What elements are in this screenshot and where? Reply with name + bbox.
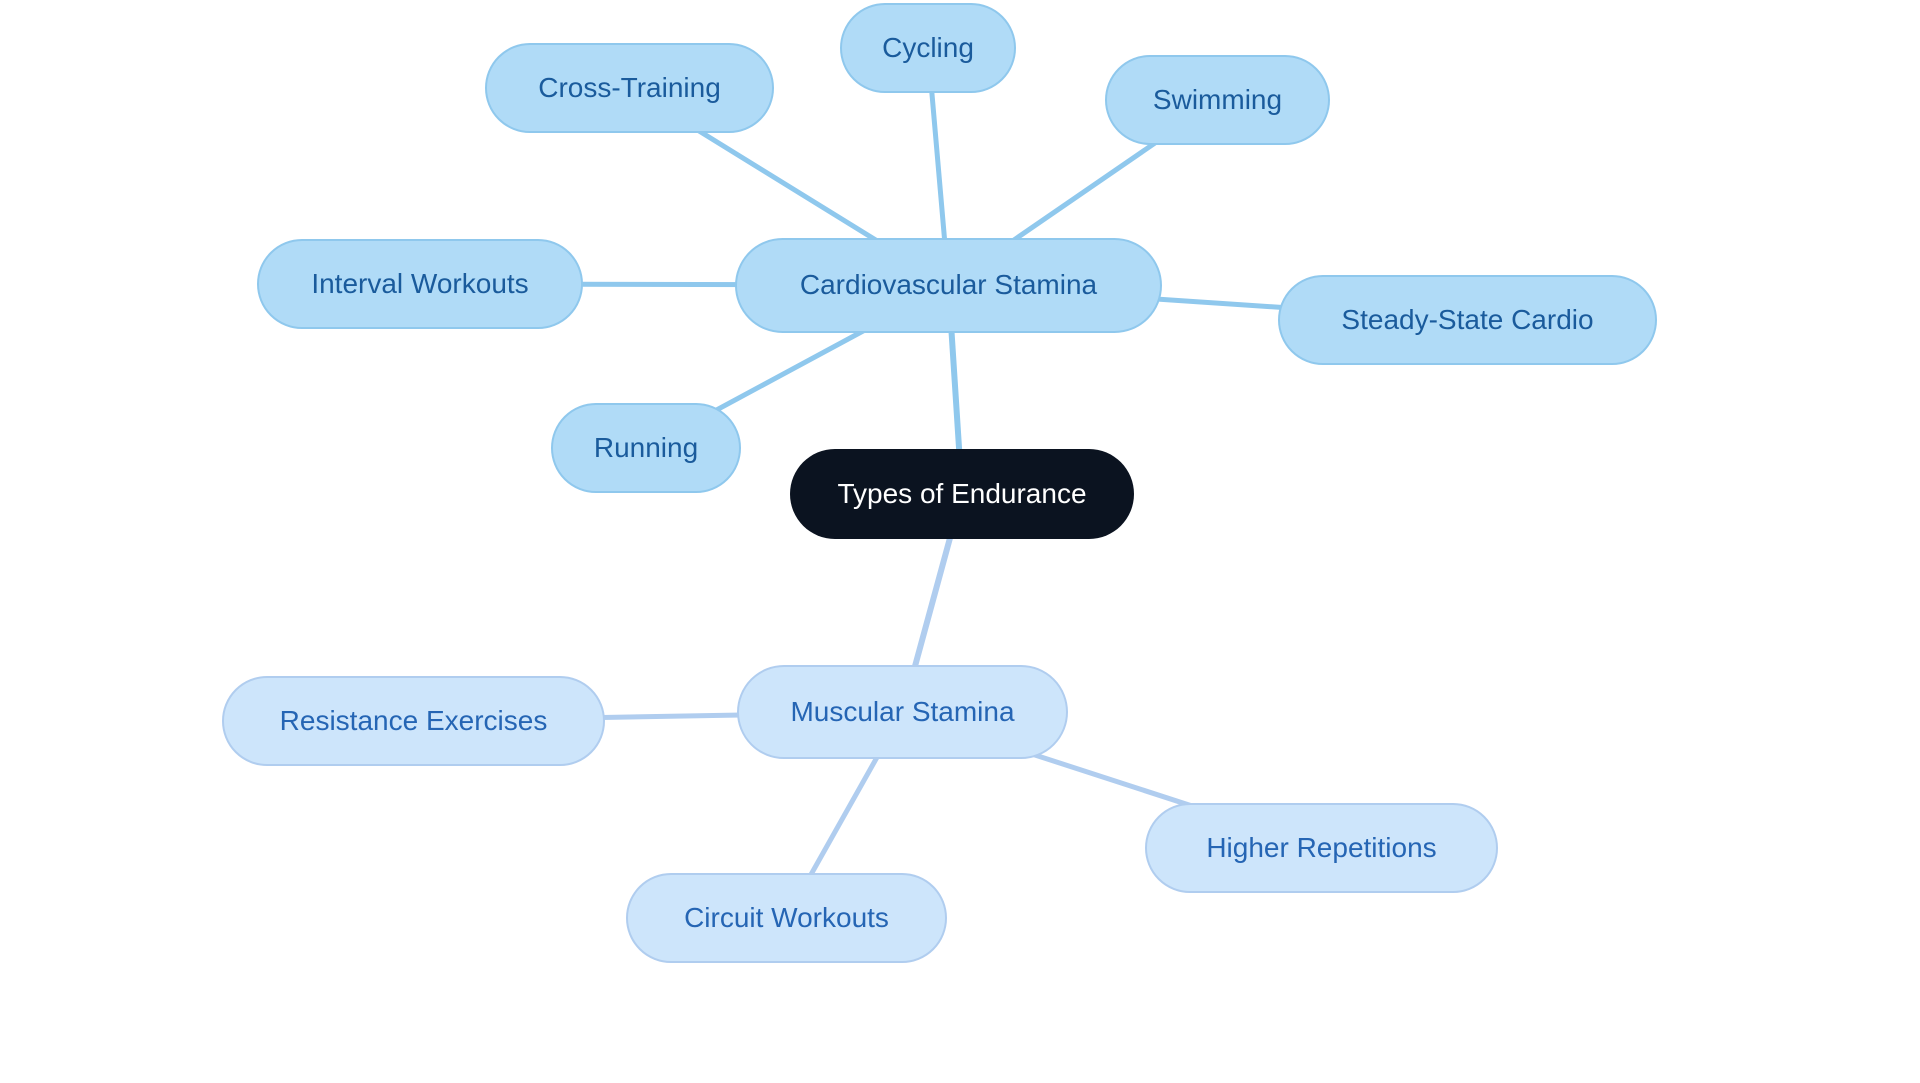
node-label: Higher Repetitions: [1206, 832, 1436, 864]
node-root: Types of Endurance: [790, 449, 1134, 539]
node-ssc: Steady-State Cardio: [1278, 275, 1657, 365]
mindmap-edges: [0, 0, 1920, 1083]
node-swim: Swimming: [1105, 55, 1330, 145]
node-label: Swimming: [1153, 84, 1282, 116]
node-running: Running: [551, 403, 741, 493]
node-label: Cross-Training: [538, 72, 721, 104]
node-resist: Resistance Exercises: [222, 676, 605, 766]
node-muscular: Muscular Stamina: [737, 665, 1068, 759]
node-label: Steady-State Cardio: [1341, 304, 1593, 336]
node-label: Muscular Stamina: [790, 696, 1014, 728]
node-label: Types of Endurance: [837, 478, 1086, 510]
node-label: Cardiovascular Stamina: [800, 269, 1097, 301]
node-reps: Higher Repetitions: [1145, 803, 1498, 893]
node-label: Cycling: [882, 32, 974, 64]
node-cardio: Cardiovascular Stamina: [735, 238, 1162, 333]
node-label: Interval Workouts: [311, 268, 528, 300]
node-cycling: Cycling: [840, 3, 1016, 93]
node-interval: Interval Workouts: [257, 239, 583, 329]
node-circuit: Circuit Workouts: [626, 873, 947, 963]
node-label: Circuit Workouts: [684, 902, 889, 934]
node-label: Resistance Exercises: [280, 705, 548, 737]
node-label: Running: [594, 432, 698, 464]
node-ct: Cross-Training: [485, 43, 774, 133]
